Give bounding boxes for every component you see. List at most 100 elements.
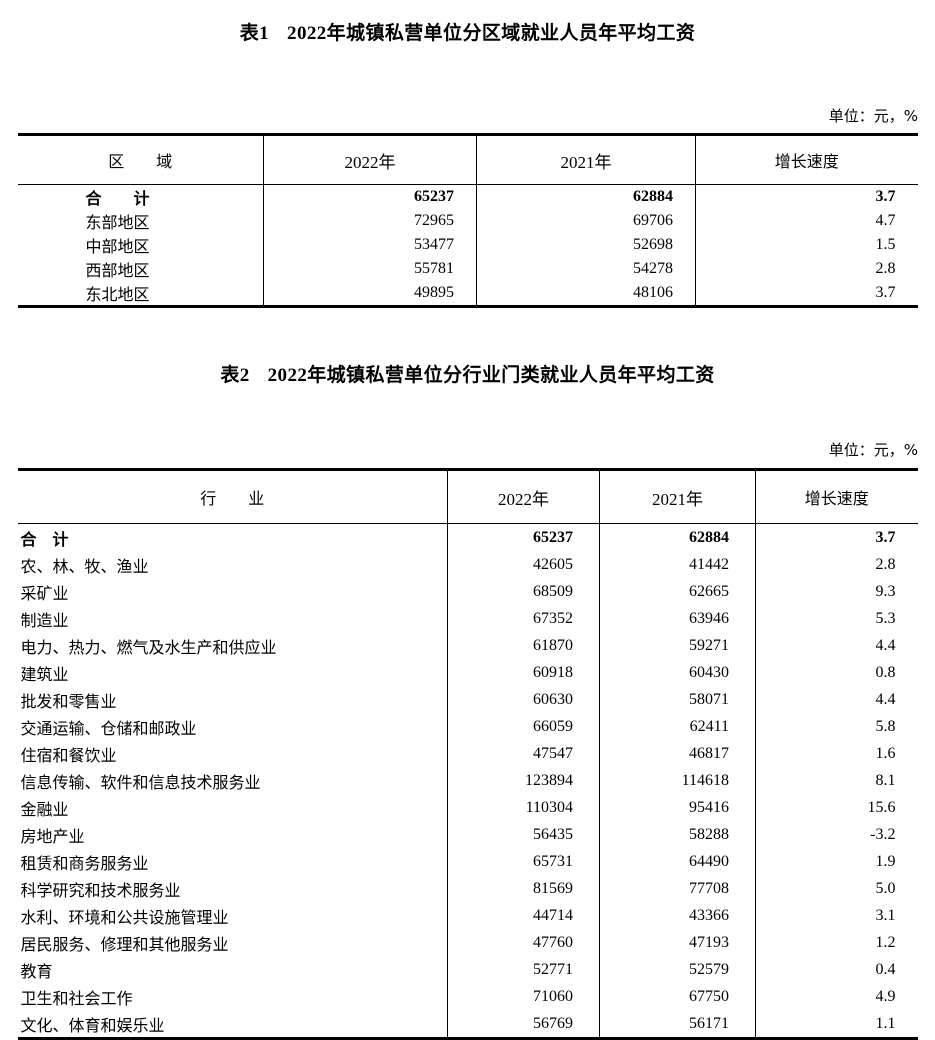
table2-cell-2022: 65731 — [447, 848, 600, 875]
table2-cell-2021: 47193 — [599, 929, 756, 956]
table2-cell-2021: 77708 — [599, 875, 756, 902]
table2-cell-growth: 4.9 — [755, 983, 918, 1010]
table2-row-label: 科学研究和技术服务业 — [20, 880, 181, 900]
table-row: 合 计 65237 62884 3.7 — [18, 523, 918, 551]
table2-cell-2021: 56171 — [599, 1010, 756, 1039]
table2-cell-2021: 67750 — [599, 983, 756, 1010]
table2: 行 业 2022年 2021年 增长速度 合 计 65237 62884 3.7… — [17, 468, 918, 1040]
table2-row-label: 租赁和商务服务业 — [20, 853, 149, 873]
table1-cell-2022: 55781 — [263, 257, 477, 281]
table2-cell-growth: 1.2 — [755, 929, 918, 956]
table1-row-label: 合 计 — [85, 189, 150, 208]
table2-cell-2022: 123894 — [447, 767, 600, 794]
table2-cell-2021: 58288 — [599, 821, 756, 848]
table2-cell-growth: 4.4 — [755, 686, 918, 713]
table2-col-header-industry: 行 业 — [200, 489, 265, 508]
table-row: 采矿业 68509 62665 9.3 — [18, 578, 918, 605]
table-row: 东部地区 72965 69706 4.7 — [18, 209, 918, 233]
table2-header-row: 行 业 2022年 2021年 增长速度 — [17, 469, 918, 524]
table2-cell-2021: 60430 — [599, 659, 756, 686]
table2-row-label: 交通运输、仓储和邮政业 — [20, 718, 197, 738]
table2-cell-2022: 60918 — [447, 659, 600, 686]
table2-cell-growth: 1.1 — [755, 1010, 918, 1039]
table2-row-label: 水利、环境和公共设施管理业 — [20, 907, 229, 927]
table-row: 信息传输、软件和信息技术服务业 123894 114618 8.1 — [18, 767, 918, 794]
table2-cell-2022: 47547 — [447, 740, 600, 767]
table1-row-label: 中部地区 — [85, 237, 150, 256]
table2-row-label: 农、林、牧、渔业 — [20, 556, 149, 576]
table2-col-header-2021: 2021年 — [599, 469, 756, 524]
table-row: 房地产业 56435 58288 -3.2 — [18, 821, 918, 848]
table2-cell-2021: 62884 — [599, 523, 756, 551]
table-row: 交通运输、仓储和邮政业 66059 62411 5.8 — [18, 713, 918, 740]
table2-cell-2021: 62665 — [599, 578, 756, 605]
table1-header-row: 区 域 2022年 2021年 增长速度 — [17, 134, 918, 185]
table1-title-number: 表1 — [239, 23, 270, 44]
table2-cell-2022: 110304 — [447, 794, 600, 821]
table1-cell-2021: 54278 — [476, 257, 696, 281]
table2-row-label: 制造业 — [20, 610, 69, 630]
table2-cell-2021: 62411 — [599, 713, 756, 740]
table2-unit-caption: 单位：元，% — [828, 441, 918, 459]
table1-col-header-2022: 2022年 — [263, 134, 477, 185]
table2-cell-2021: 52579 — [599, 956, 756, 983]
table2-row-label: 卫生和社会工作 — [20, 988, 133, 1008]
table1-cell-2022: 53477 — [263, 233, 477, 257]
table2-row-label: 信息传输、软件和信息技术服务业 — [20, 772, 261, 792]
table2-cell-growth: 5.8 — [755, 713, 918, 740]
table1-cell-growth: 1.5 — [695, 233, 918, 257]
table2-cell-2021: 43366 — [599, 902, 756, 929]
table1-cell-2022: 72965 — [263, 209, 477, 233]
table-row: 中部地区 53477 52698 1.5 — [18, 233, 918, 257]
table2-row-label: 建筑业 — [20, 664, 69, 684]
table2-cell-2022: 67352 — [447, 605, 600, 632]
table2-cell-growth: 2.8 — [755, 551, 918, 578]
table2-cell-growth: 5.3 — [755, 605, 918, 632]
table2-cell-2021: 41442 — [599, 551, 756, 578]
table-row: 农、林、牧、渔业 42605 41442 2.8 — [18, 551, 918, 578]
table1-title-text: 2022年城镇私营单位分区域就业人员年平均工资 — [287, 23, 696, 44]
table2-title: 表2 2022年城镇私营单位分行业门类就业人员年平均工资 — [0, 360, 935, 387]
table2-cell-growth: 1.9 — [755, 848, 918, 875]
table2-head: 行 业 2022年 2021年 增长速度 — [17, 469, 918, 524]
table2-cell-2022: 68509 — [447, 578, 600, 605]
table1-cell-growth: 2.8 — [695, 257, 918, 281]
table-row: 金融业 110304 95416 15.6 — [18, 794, 918, 821]
table2-cell-2021: 114618 — [599, 767, 756, 794]
table2-row-label: 文化、体育和娱乐业 — [20, 1015, 165, 1035]
table1-col-header-2021: 2021年 — [476, 134, 696, 185]
table2-cell-growth: 0.4 — [755, 956, 918, 983]
table2-cell-growth: 15.6 — [755, 794, 918, 821]
table2-row-label: 采矿业 — [20, 583, 69, 603]
table-row: 建筑业 60918 60430 0.8 — [18, 659, 918, 686]
table2-cell-2022: 52771 — [447, 956, 600, 983]
table-row: 合 计 65237 62884 3.7 — [18, 184, 918, 209]
table2-cell-2022: 66059 — [447, 713, 600, 740]
table-row: 批发和零售业 60630 58071 4.4 — [18, 686, 918, 713]
table1-title: 表1 2022年城镇私营单位分区域就业人员年平均工资 — [0, 18, 935, 45]
table2-cell-2022: 47760 — [447, 929, 600, 956]
table2-cell-2022: 56769 — [447, 1010, 600, 1039]
table2-cell-2022: 71060 — [447, 983, 600, 1010]
table1-head: 区 域 2022年 2021年 增长速度 — [17, 134, 918, 185]
table2-cell-growth: 3.7 — [755, 523, 918, 551]
table1-cell-2022: 65237 — [263, 184, 477, 209]
table2-row-label: 电力、热力、燃气及水生产和供应业 — [20, 637, 277, 657]
table1-cell-2021: 69706 — [476, 209, 696, 233]
table2-cell-growth: -3.2 — [755, 821, 918, 848]
table2-row-label: 居民服务、修理和其他服务业 — [20, 934, 229, 954]
table1-cell-2021: 48106 — [476, 281, 696, 307]
table2-col-header-growth: 增长速度 — [755, 469, 918, 524]
table2-cell-2022: 56435 — [447, 821, 600, 848]
table2-cell-growth: 9.3 — [755, 578, 918, 605]
table1-row-label: 东部地区 — [85, 213, 150, 232]
table1-cell-2021: 62884 — [476, 184, 696, 209]
table2-cell-2022: 44714 — [447, 902, 600, 929]
table1-body: 合 计 65237 62884 3.7 东部地区 72965 69706 4.7… — [17, 184, 918, 307]
table1-row-label: 东北地区 — [85, 285, 150, 304]
table2-row-label: 批发和零售业 — [20, 691, 117, 711]
table2-row-label: 金融业 — [20, 799, 69, 819]
table2-cell-2021: 64490 — [599, 848, 756, 875]
table-row: 租赁和商务服务业 65731 64490 1.9 — [18, 848, 918, 875]
table2-row-label: 合 计 — [20, 529, 69, 549]
